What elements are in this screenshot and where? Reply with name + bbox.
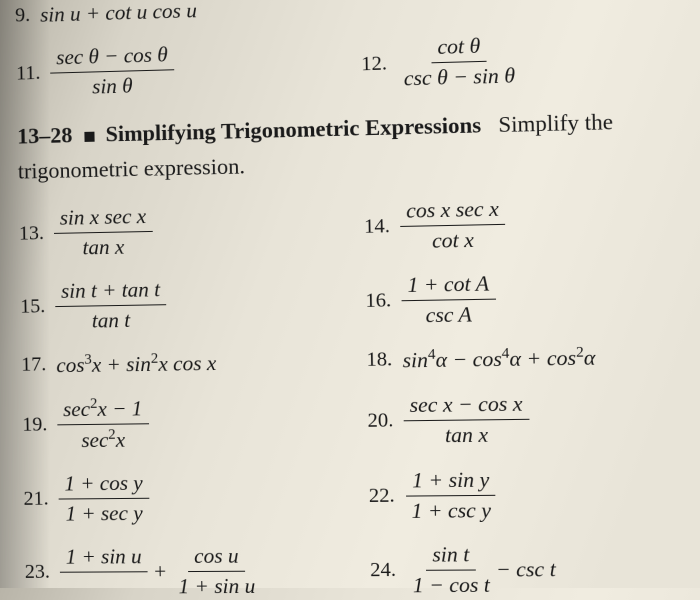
problem-13: 13. sin x sec x tan x <box>18 199 354 261</box>
numerator: sin t + tan t <box>55 277 167 307</box>
problem-number: 19. <box>22 413 47 436</box>
numerator: 1 + sin u <box>59 544 148 573</box>
fraction: 1 + sin u <box>59 544 148 600</box>
denominator: csc θ − sin θ <box>397 61 521 92</box>
problem-11: 11. sec θ − cos θ sin θ <box>16 37 352 101</box>
problem-number: 9. <box>15 4 30 27</box>
problem-number: 16. <box>365 289 391 313</box>
denominator: tan x <box>76 232 130 260</box>
problem-12: 12. cot θ csc θ − sin θ <box>361 32 522 92</box>
fraction: 1 + cot A csc A <box>401 271 496 329</box>
problem-number: 15. <box>20 295 45 318</box>
fraction: 1 + sin y 1 + csc y <box>405 467 498 524</box>
numerator: 1 + sin y <box>406 467 496 496</box>
numerator: cos u <box>188 543 245 572</box>
problem-row: 23. 1 + sin u + cos u 1 + sin u 24. sin … <box>24 540 700 599</box>
problem-number: 17. <box>21 354 46 377</box>
problem-22: 22. 1 + sin y 1 + csc y <box>368 467 497 524</box>
problem-number: 12. <box>361 52 387 76</box>
section-tail: Simplify the <box>498 109 613 137</box>
plus-operator: + <box>148 559 173 584</box>
problem-20: 20. sec x − cos x tan x <box>367 391 530 449</box>
problem-row: 13. sin x sec x tan x 14. cos x sec x co… <box>18 192 699 262</box>
fraction: sec x − cos x tan x <box>403 391 529 449</box>
problem-number: 11. <box>16 62 41 86</box>
problem-16: 16. 1 + cot A csc A <box>365 271 496 329</box>
problem-expression: sin4α − cos4α + cos2α <box>402 344 595 373</box>
denominator: sec2x <box>75 424 131 453</box>
fraction: 1 + cos y 1 + sec y <box>58 470 149 526</box>
denominator: tan x <box>438 420 494 448</box>
numerator: sec θ − cos θ <box>50 42 174 74</box>
fraction: sin t 1 − cos t <box>406 542 497 599</box>
denominator <box>95 572 113 599</box>
numerator: sec x − cos x <box>403 391 529 421</box>
fraction: sin x sec x tan x <box>54 204 153 261</box>
problem-number: 13. <box>19 222 44 246</box>
problem-23: 23. 1 + sin u + cos u 1 + sin u <box>24 542 360 599</box>
problem-24: 24. sin t 1 − cos t − csc t <box>370 541 557 598</box>
problem-number: 22. <box>369 484 395 508</box>
problem-expression: sin u + cot u cos u <box>40 0 197 28</box>
denominator: 1 + sin u <box>172 571 261 599</box>
problem-number: 21. <box>23 487 48 510</box>
problem-18: 18. sin4α − cos4α + cos2α <box>366 344 595 374</box>
fraction: cos x sec x cot x <box>400 196 506 254</box>
fraction: cos u 1 + sin u <box>172 543 262 599</box>
problem-14: 14. cos x sec x cot x <box>364 196 506 255</box>
fraction: sin t + tan t tan t <box>55 277 167 334</box>
denominator: 1 + csc y <box>405 496 497 524</box>
problem-19: 19. sec2x − 1 sec2x <box>22 392 358 453</box>
problem-row: 17. cos3x + sin2x cos x 18. sin4α − cos4… <box>21 342 700 378</box>
denominator: 1 + sec y <box>59 499 149 527</box>
problem-row: 19. sec2x − 1 sec2x 20. sec x − cos x ta… <box>22 388 700 454</box>
problem-row: 9. sin u + cot u cos u <box>15 0 695 29</box>
section-range: 13–28 <box>17 122 73 148</box>
problem-number: 23. <box>25 561 50 584</box>
textbook-page: 9. sin u + cot u cos u 11. sec θ − cos θ… <box>0 0 700 588</box>
numerator: sin x sec x <box>54 204 153 234</box>
denominator: csc A <box>419 300 478 328</box>
problem-row: 21. 1 + cos y 1 + sec y 22. 1 + sin y 1 … <box>23 465 700 527</box>
problem-expression: cos3x + sin2x cos x <box>56 350 216 378</box>
problem-number: 24. <box>370 559 396 583</box>
fraction: cot θ csc θ − sin θ <box>397 32 522 91</box>
bullet-icon <box>84 132 94 142</box>
fraction: sec θ − cos θ sin θ <box>50 42 175 101</box>
denominator: sin θ <box>86 71 139 100</box>
problem-21: 21. 1 + cos y 1 + sec y <box>23 468 359 526</box>
section-title: Simplifying Trigonometric Expressions <box>105 112 481 146</box>
numerator: sec2x − 1 <box>57 395 149 425</box>
problem-number: 20. <box>367 409 393 433</box>
problem-number: 18. <box>366 348 392 372</box>
denominator: cot x <box>426 225 481 254</box>
numerator: sin t <box>426 542 476 571</box>
numerator: cos x sec x <box>400 196 506 227</box>
fraction: sec2x − 1 sec2x <box>57 395 149 453</box>
problem-15: 15. sin t + tan t tan t <box>20 273 356 334</box>
numerator: 1 + cos y <box>58 470 149 499</box>
problem-row: 11. sec θ − cos θ sin θ 12. cot θ csc θ … <box>16 27 696 101</box>
numerator: cot θ <box>431 33 487 63</box>
expression-tail: − csc t <box>496 557 556 583</box>
denominator: tan t <box>86 306 137 334</box>
numerator: 1 + cot A <box>401 271 495 301</box>
problem-9: 9. sin u + cot u cos u <box>15 0 350 29</box>
denominator: 1 − cos t <box>406 570 496 598</box>
problem-number: 14. <box>364 215 390 239</box>
problem-row: 15. sin t + tan t tan t 16. 1 + cot A cs… <box>20 267 700 334</box>
problem-17: 17. cos3x + sin2x cos x <box>21 347 356 378</box>
